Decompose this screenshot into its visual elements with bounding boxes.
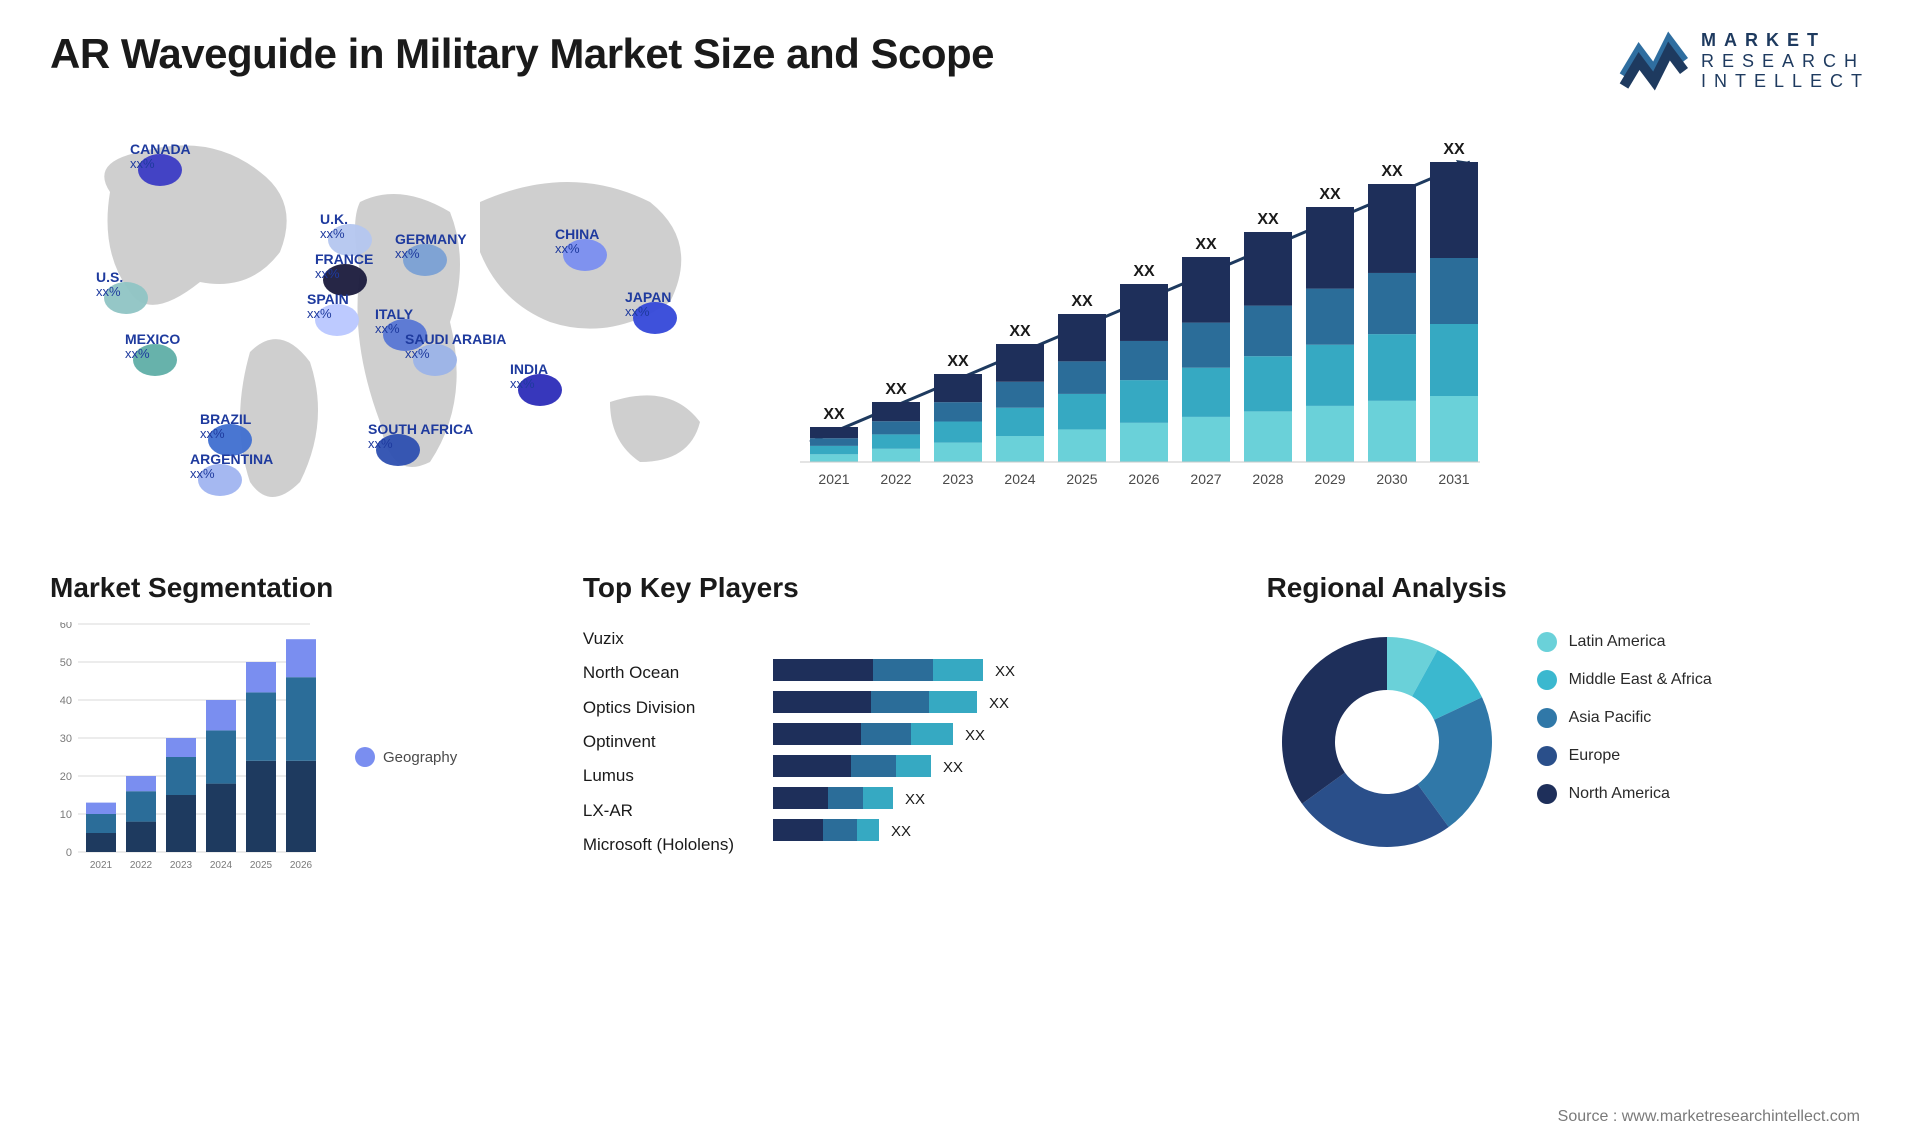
legend-swatch [1537,708,1557,728]
player-name: Lumus [583,760,763,792]
svg-text:XX: XX [1257,211,1279,228]
segmentation-legend: Geography [355,747,457,767]
map-country-label: U.S.xx% [96,270,123,300]
map-country-label: INDIAxx% [510,362,548,392]
svg-text:2024: 2024 [210,860,233,871]
map-country-label: ARGENTINAxx% [190,452,273,482]
map-country-label: U.K.xx% [320,212,348,242]
players-chart: XXXXXXXXXXXX [773,622,1093,862]
svg-text:2029: 2029 [1314,471,1345,487]
world-map-panel: CANADAxx% U.S.xx% MEXICOxx% BRAZILxx% ARGENT… [50,122,750,532]
source-attribution: Source : www.marketresearchintellect.com [1558,1108,1860,1126]
svg-text:XX: XX [1319,186,1341,203]
svg-text:2023: 2023 [942,471,973,487]
segmentation-title: Market Segmentation [50,572,553,604]
brand-logo: MARKET RESEARCH INTELLECT [1619,30,1870,92]
svg-text:XX: XX [885,381,907,398]
map-country-label: JAPANxx% [625,290,671,320]
regional-legend-item: Middle East & Africa [1537,670,1712,690]
svg-text:XX: XX [891,823,911,840]
svg-text:2021: 2021 [90,860,113,871]
map-country-label: CANADAxx% [130,142,191,172]
player-name: Microsoft (Hololens) [583,829,763,861]
svg-text:XX: XX [1443,141,1465,158]
map-country-label: SOUTH AFRICAxx% [368,422,473,452]
player-name: Optics Division [583,692,763,724]
svg-text:2028: 2028 [1252,471,1283,487]
player-name: Optinvent [583,726,763,758]
svg-text:2021: 2021 [818,471,849,487]
players-title: Top Key Players [583,572,1237,604]
svg-text:2025: 2025 [1066,471,1097,487]
regional-donut [1267,622,1507,862]
regional-legend-item: Asia Pacific [1537,708,1712,728]
map-country-label: CHINAxx% [555,227,599,257]
svg-text:60: 60 [60,622,72,631]
svg-text:XX: XX [1009,323,1031,340]
svg-text:50: 50 [60,657,72,669]
svg-text:20: 20 [60,771,72,783]
map-country-label: FRANCExx% [315,252,373,282]
svg-text:2024: 2024 [1004,471,1035,487]
page-title: AR Waveguide in Military Market Size and… [50,30,994,78]
svg-text:2031: 2031 [1438,471,1469,487]
svg-text:2026: 2026 [1128,471,1159,487]
legend-swatch [1537,632,1557,652]
svg-text:2025: 2025 [250,860,273,871]
forecast-chart-panel: XX 2021 XX 2022 XX 2023 XX 2024 XX 2025 XX 2026 XX 20… [790,122,1870,532]
svg-text:XX: XX [905,791,925,808]
regional-legend-item: Europe [1537,746,1712,766]
player-name: North Ocean [583,657,763,689]
map-country-label: MEXICOxx% [125,332,180,362]
legend-label: Latin America [1569,633,1666,651]
brand-line1: MARKET [1701,30,1870,51]
svg-text:XX: XX [1133,263,1155,280]
regional-title: Regional Analysis [1267,572,1870,604]
legend-label: Middle East & Africa [1569,671,1712,689]
svg-text:XX: XX [1071,293,1093,310]
svg-text:XX: XX [1381,163,1403,180]
regional-legend-item: Latin America [1537,632,1712,652]
legend-label: North America [1569,785,1670,803]
map-country-label: SAUDI ARABIAxx% [405,332,506,362]
svg-text:2022: 2022 [880,471,911,487]
brand-icon [1619,31,1689,91]
svg-text:2022: 2022 [130,860,153,871]
segmentation-section: Market Segmentation 0 10 20 30 40 50 60 2021 202… [50,572,553,892]
regional-legend-item: North America [1537,784,1712,804]
legend-swatch [1537,784,1557,804]
map-country-label: SPAINxx% [307,292,349,322]
legend-label: Asia Pacific [1569,709,1652,727]
svg-text:2030: 2030 [1376,471,1407,487]
svg-text:2026: 2026 [290,860,313,871]
segmentation-chart: 0 10 20 30 40 50 60 2021 2022 2023 2024 2025 2026 [50,622,330,892]
regional-section: Regional Analysis Latin America Middle Ea… [1267,572,1870,892]
svg-text:XX: XX [943,759,963,776]
svg-text:10: 10 [60,809,72,821]
svg-text:XX: XX [995,663,1015,680]
svg-text:2027: 2027 [1190,471,1221,487]
player-name: Vuzix [583,623,763,655]
svg-text:XX: XX [989,695,1009,712]
svg-text:0: 0 [66,847,72,859]
segmentation-legend-label: Geography [383,749,457,766]
svg-text:XX: XX [965,727,985,744]
players-section: Top Key Players VuzixNorth OceanOptics D… [583,572,1237,892]
player-name: LX-AR [583,795,763,827]
svg-text:2023: 2023 [170,860,193,871]
map-country-label: BRAZILxx% [200,412,251,442]
forecast-chart: XX 2021 XX 2022 XX 2023 XX 2024 XX 2025 XX 2026 XX 20… [790,122,1490,502]
legend-label: Europe [1569,747,1621,765]
svg-text:40: 40 [60,695,72,707]
legend-swatch [1537,746,1557,766]
brand-line2: RESEARCH [1701,51,1870,72]
brand-line3: INTELLECT [1701,71,1870,92]
legend-swatch [1537,670,1557,690]
map-country-label: GERMANYxx% [395,232,467,262]
svg-text:XX: XX [947,353,969,370]
svg-text:XX: XX [1195,236,1217,253]
svg-text:XX: XX [823,406,845,423]
svg-text:30: 30 [60,733,72,745]
